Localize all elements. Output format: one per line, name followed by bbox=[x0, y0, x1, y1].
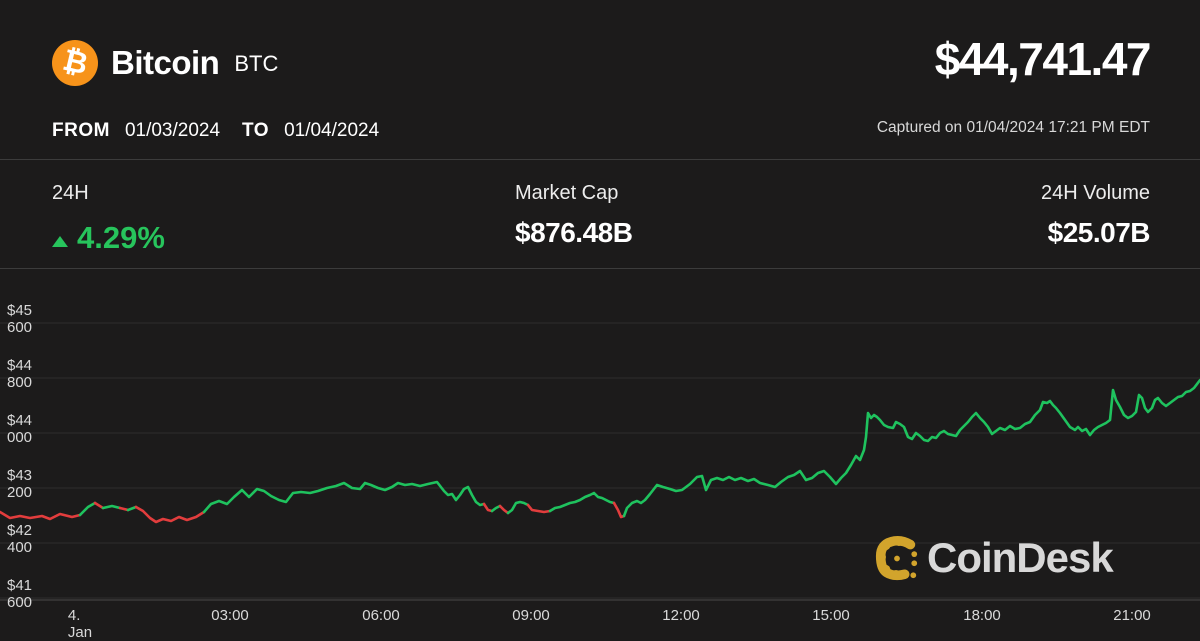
coindesk-logo: CoinDesk bbox=[874, 534, 1114, 582]
to-label: TO bbox=[242, 120, 270, 141]
coin-symbol: BTC bbox=[234, 51, 279, 76]
price-line-segment bbox=[506, 500, 530, 515]
from-date: 01/03/2024 bbox=[124, 120, 221, 141]
price-chart bbox=[0, 322, 1200, 601]
price-line-segment bbox=[548, 491, 616, 513]
header-divider bbox=[0, 159, 1200, 160]
price-line-segment bbox=[118, 506, 130, 512]
x-axis-label: 4. Jan bbox=[67, 607, 93, 641]
current-price: $44,741.47 bbox=[934, 33, 1152, 85]
change-value-row: 4.29% bbox=[52, 220, 165, 256]
up-triangle-icon bbox=[52, 235, 68, 247]
price-line-segment bbox=[498, 504, 510, 515]
price-line-segment bbox=[622, 378, 1200, 518]
price-line-segment bbox=[202, 480, 486, 514]
price-line-segment bbox=[78, 501, 97, 517]
bitcoin-icon: ₿ bbox=[59, 42, 91, 83]
x-axis-label: 06:00 bbox=[362, 607, 400, 624]
price-line-segment bbox=[93, 501, 105, 510]
coin-header: ₿ Bitcoin BTC bbox=[52, 40, 278, 86]
x-axis-label: 12:00 bbox=[662, 607, 700, 624]
bitcoin-price-card: { "header": { "coin_name": "Bitcoin", "c… bbox=[0, 33, 1200, 641]
price-line-segment bbox=[526, 503, 552, 514]
date-range: FROM 01/03/2024 TO 01/04/2024 bbox=[52, 120, 379, 142]
x-axis-label: 15:00 bbox=[812, 607, 850, 624]
coindesk-logo-icon bbox=[875, 535, 918, 581]
price-line-segment bbox=[134, 505, 206, 524]
y-axis-label: $42 400 bbox=[7, 522, 33, 556]
gridlines bbox=[0, 322, 1200, 601]
captured-timestamp: Captured on 01/04/2024 17:21 PM EDT bbox=[876, 119, 1150, 136]
stats-divider bbox=[0, 268, 1200, 269]
price-line-segment bbox=[490, 504, 502, 513]
x-axis-label: 21:00 bbox=[1113, 607, 1151, 624]
volume-label: 24H Volume bbox=[1041, 182, 1150, 204]
bitcoin-logo: ₿ bbox=[52, 40, 98, 86]
y-axis-label: $45 600 bbox=[7, 302, 33, 336]
x-axis-label: 09:00 bbox=[512, 607, 550, 624]
price-line-segment bbox=[126, 505, 138, 512]
price-line bbox=[0, 378, 1200, 524]
y-axis-label: $44 800 bbox=[7, 357, 33, 391]
coindesk-wordmark: CoinDesk bbox=[927, 534, 1114, 581]
y-axis-label: $41 600 bbox=[7, 577, 33, 611]
volume-value: $25.07B bbox=[1047, 217, 1151, 248]
y-axis-label: $44 000 bbox=[7, 412, 33, 446]
price-line-segment bbox=[101, 504, 122, 510]
coin-name: Bitcoin bbox=[111, 44, 220, 81]
to-date: 01/04/2024 bbox=[284, 120, 380, 141]
x-axis-label: 03:00 bbox=[211, 607, 249, 624]
change-label: 24H bbox=[52, 182, 89, 204]
market-cap-label: Market Cap bbox=[515, 182, 619, 204]
market-cap-value: $876.48B bbox=[515, 217, 633, 248]
change-value: 4.29% bbox=[77, 220, 165, 255]
x-axis-label: 18:00 bbox=[963, 607, 1001, 624]
from-label: FROM bbox=[52, 120, 110, 141]
price-line-segment bbox=[482, 502, 494, 513]
price-line-segment bbox=[0, 510, 82, 521]
price-line-segment bbox=[612, 501, 626, 519]
y-axis-label: $43 200 bbox=[7, 467, 33, 501]
